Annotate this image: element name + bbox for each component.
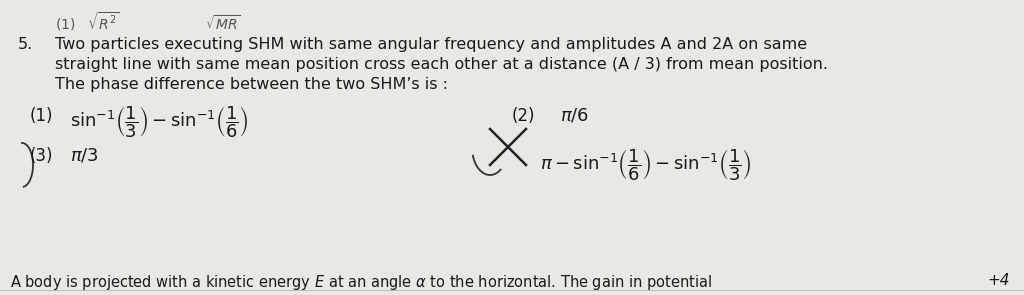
Text: $\sin^{-1}\!\left(\dfrac{1}{3}\right) - \sin^{-1}\!\left(\dfrac{1}{6}\right)$: $\sin^{-1}\!\left(\dfrac{1}{3}\right) - … [70, 104, 249, 140]
Text: $\pi - \sin^{-1}\!\left(\dfrac{1}{6}\right) - \sin^{-1}\!\left(\dfrac{1}{3}\righ: $\pi - \sin^{-1}\!\left(\dfrac{1}{6}\rig… [540, 147, 752, 183]
Text: (3): (3) [30, 147, 53, 165]
Text: straight line with same mean position cross each other at a distance (A / 3) fro: straight line with same mean position cr… [55, 57, 828, 72]
Text: A body is projected with a kinetic energy $E$ at an angle $\alpha$ to the horizo: A body is projected with a kinetic energ… [10, 273, 712, 292]
Text: $\pi / 6$: $\pi / 6$ [560, 107, 589, 125]
Text: (1): (1) [30, 107, 53, 125]
Text: (1)   $\sqrt{R^2}$                    $\sqrt{MR}$: (1) $\sqrt{R^2}$ $\sqrt{MR}$ [55, 10, 241, 33]
Text: (2): (2) [512, 107, 536, 125]
Text: Two particles executing SHM with same angular frequency and amplitudes A and 2A : Two particles executing SHM with same an… [55, 37, 807, 52]
Text: The phase difference between the two SHM’s is :: The phase difference between the two SHM… [55, 77, 449, 92]
Text: $\pi / 3$: $\pi / 3$ [70, 147, 99, 165]
Text: +4: +4 [987, 273, 1010, 288]
Text: 5.: 5. [18, 37, 33, 52]
